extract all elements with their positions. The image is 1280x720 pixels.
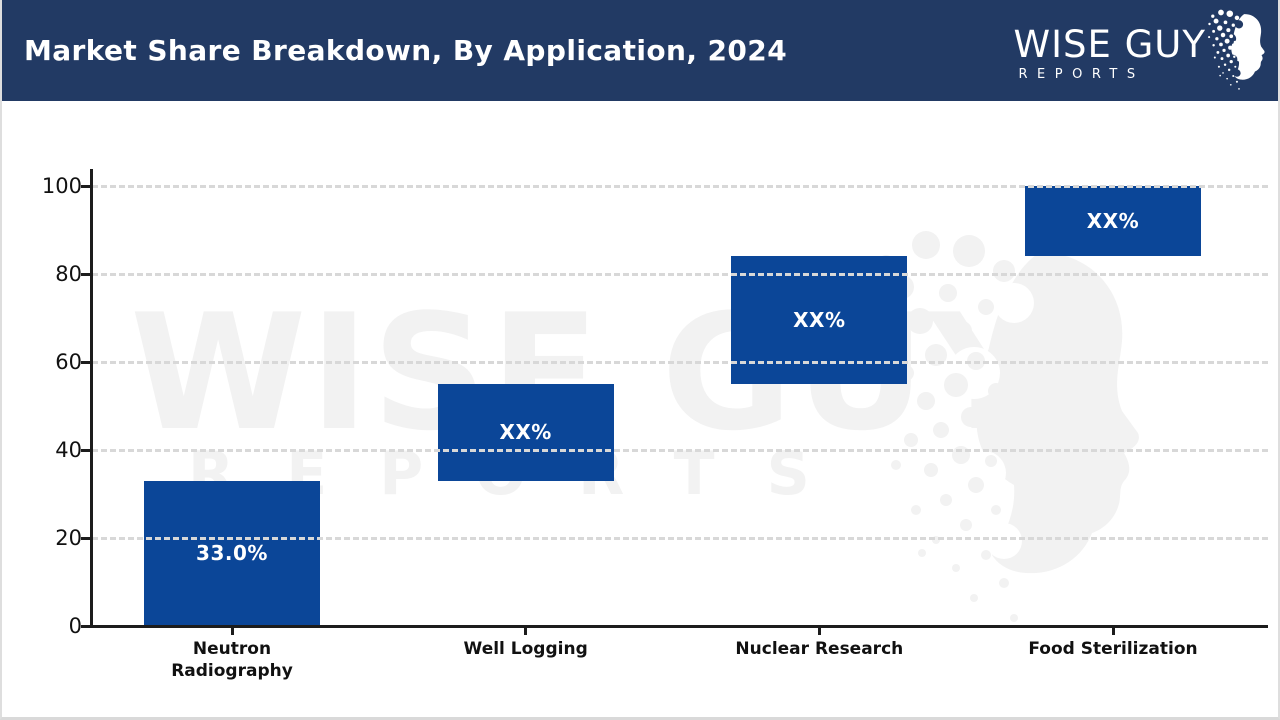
bar-value-label: XX% bbox=[499, 420, 552, 445]
y-axis-tick bbox=[81, 448, 90, 452]
y-axis-tick bbox=[81, 184, 90, 188]
gridline bbox=[92, 536, 1268, 540]
chart-area: WISE GUY REPORTS 33.0%Neutron Radiograph… bbox=[2, 101, 1278, 717]
x-axis-tick bbox=[817, 626, 821, 635]
brand-subtitle: REPORTS bbox=[1018, 66, 1145, 82]
watermark-head-icon bbox=[864, 231, 1139, 622]
gridline bbox=[92, 184, 1268, 188]
wiseguy-head-icon bbox=[1208, 9, 1265, 90]
x-axis-category-label: Nuclear Research bbox=[735, 639, 904, 659]
bar-value-label: 33.0% bbox=[196, 541, 268, 566]
x-axis-tick bbox=[524, 626, 528, 635]
header: Market Share Breakdown, By Application, … bbox=[2, 0, 1278, 101]
x-axis-category-label: Food Sterilization bbox=[1028, 639, 1198, 659]
brand-logo: WISE GUY REPORTS bbox=[1014, 4, 1270, 98]
bar-value-label: XX% bbox=[1086, 209, 1140, 234]
y-axis-tick bbox=[81, 536, 90, 540]
bar-segment: 33.0% bbox=[144, 480, 320, 626]
y-axis-tick-label: 0 bbox=[68, 614, 82, 638]
page-title: Market Share Breakdown, By Application, … bbox=[24, 34, 788, 67]
y-axis-tick-label: 60 bbox=[55, 350, 82, 374]
brand-text: WISE GUY REPORTS bbox=[1013, 23, 1206, 82]
y-axis-tick bbox=[81, 272, 90, 276]
x-axis-line bbox=[90, 624, 1268, 628]
gridline bbox=[92, 272, 1268, 276]
y-axis-tick bbox=[81, 360, 90, 364]
x-axis-tick bbox=[230, 626, 234, 635]
y-axis-tick-label: 100 bbox=[41, 174, 82, 198]
bar-segment: XX% bbox=[1025, 186, 1201, 257]
gridline bbox=[92, 360, 1268, 364]
x-axis-category-label: Neutron Radiography bbox=[171, 639, 293, 682]
y-axis-tick-label: 40 bbox=[55, 438, 82, 462]
y-axis-tick bbox=[81, 624, 90, 628]
y-axis-tick-label: 20 bbox=[55, 526, 82, 550]
bar-segment: XX% bbox=[731, 256, 908, 384]
bar-value-label: XX% bbox=[793, 308, 846, 333]
y-axis-tick-label: 80 bbox=[55, 262, 82, 286]
x-axis-tick bbox=[1111, 626, 1115, 635]
gridline bbox=[92, 448, 1268, 452]
x-axis-category-label: Well Logging bbox=[463, 639, 588, 659]
y-axis-line bbox=[90, 169, 93, 628]
brand-name: WISE GUY bbox=[1013, 23, 1206, 67]
bar-segment: XX% bbox=[437, 384, 614, 481]
